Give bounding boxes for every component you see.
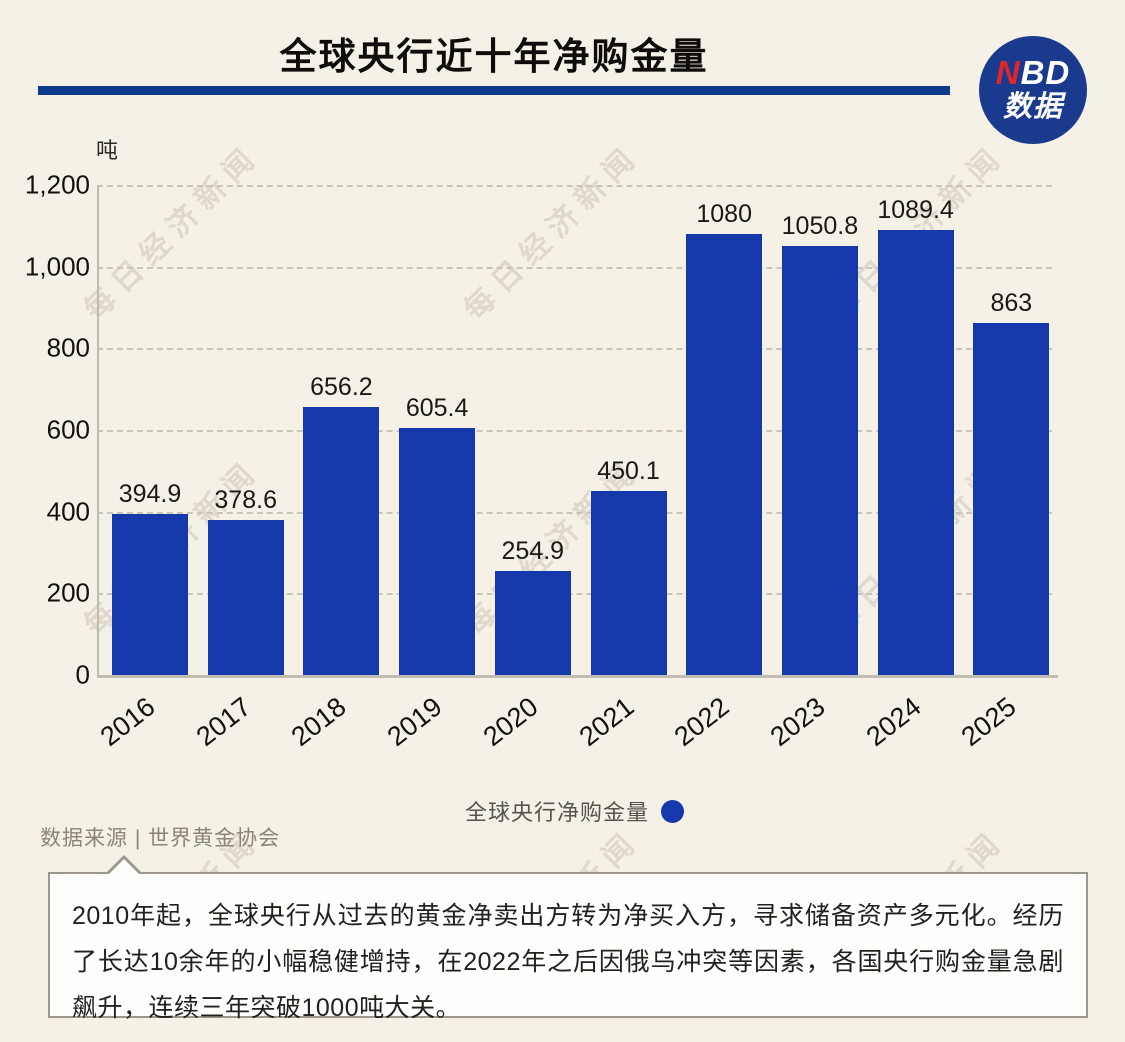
bar-2016 — [112, 513, 188, 675]
bar-2025 — [973, 322, 1050, 675]
x-axis-line — [97, 675, 1058, 678]
x-tick-label-2025: 2025 — [956, 691, 1022, 752]
bar-2020 — [494, 570, 571, 675]
bar-2022 — [686, 234, 763, 675]
bar-value-2025: 863 — [990, 288, 1033, 317]
bar-value-2016: 394.9 — [118, 479, 182, 508]
x-tick-label-2022: 2022 — [668, 691, 735, 752]
page-title: 全球央行近十年净购金量 — [279, 36, 709, 77]
x-tick-label-2018: 2018 — [286, 691, 352, 752]
y-axis-line — [97, 185, 99, 675]
bar-value-2017: 378.6 — [214, 486, 277, 515]
y-axis-unit-label: 吨 — [96, 138, 119, 163]
x-tick-label-2024: 2024 — [860, 691, 927, 752]
note-box: 2010年起，全球央行从过去的黄金净卖出方转为净买入方，寻求储备资产多元化。经历… — [48, 855, 1088, 1022]
y-tick-label-1200: 1,200 — [24, 169, 90, 200]
legend-dot-icon — [661, 799, 684, 823]
bar-value-2023: 1050.8 — [781, 211, 859, 240]
gridline-400 — [97, 511, 1052, 514]
y-tick-label-400: 400 — [46, 496, 90, 527]
nbd-logo-letters-bd: BD — [1020, 54, 1071, 91]
gridline-1200 — [97, 185, 1052, 187]
x-tick-label-2021: 2021 — [573, 691, 640, 752]
bar-value-2020: 254.9 — [501, 536, 565, 565]
data-source: 数据来源 | 世界黄金协会 — [40, 827, 281, 850]
gridline-600 — [97, 430, 1052, 432]
bar-2024 — [877, 230, 954, 675]
x-tick-label-2020: 2020 — [477, 691, 544, 752]
title-underline — [38, 86, 950, 95]
bar-value-2018: 656.2 — [310, 373, 373, 402]
bar-2021 — [590, 491, 667, 675]
nbd-logo-text: NBD — [996, 56, 1071, 90]
x-tick-label-2023: 2023 — [764, 691, 831, 752]
bar-2019 — [399, 427, 476, 675]
chart-legend: 全球央行净购金量 — [97, 795, 1052, 827]
gridline-800 — [97, 348, 1052, 351]
note-box-pointer-fill — [108, 859, 140, 875]
x-tick-label-2019: 2019 — [381, 691, 448, 752]
bar-value-2019: 605.4 — [405, 393, 469, 422]
bar-2018 — [303, 407, 380, 675]
gridline-200 — [97, 593, 1052, 596]
y-tick-label-600: 600 — [46, 414, 90, 445]
nbd-logo: NBD 数据 — [979, 36, 1087, 144]
note-text: 2010年起，全球央行从过去的黄金净卖出方转为净买入方，寻求储备资产多元化。经历… — [72, 902, 1064, 1022]
y-tick-label-800: 800 — [46, 332, 90, 363]
bar-value-2024: 1089.4 — [877, 196, 954, 225]
y-tick-label-0: 0 — [75, 659, 90, 690]
x-tick-label-2016: 2016 — [94, 691, 161, 752]
gridline-1000 — [97, 266, 1052, 269]
y-tick-label-200: 200 — [46, 577, 90, 608]
nbd-logo-caption: 数据 — [1002, 91, 1063, 123]
x-tick-label-2017: 2017 — [190, 691, 257, 752]
bar-value-2021: 450.1 — [597, 457, 660, 486]
bar-2023 — [781, 245, 858, 675]
bar-value-2022: 1080 — [696, 200, 752, 228]
bar-2017 — [207, 520, 284, 675]
legend-label: 全球央行净购金量 — [464, 800, 649, 825]
y-tick-label-1000: 1,000 — [24, 251, 90, 282]
nbd-logo-letter-n: N — [995, 54, 1021, 91]
